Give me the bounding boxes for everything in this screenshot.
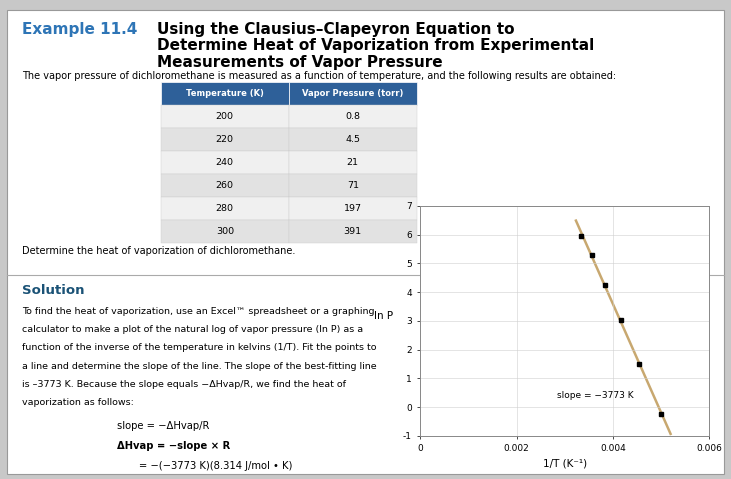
FancyBboxPatch shape (289, 220, 417, 243)
Text: 260: 260 (216, 182, 234, 190)
Text: 240: 240 (216, 159, 234, 167)
FancyBboxPatch shape (289, 128, 417, 151)
Text: Determine the heat of vaporization of dichloromethane.: Determine the heat of vaporization of di… (22, 246, 295, 256)
Text: Example 11.4: Example 11.4 (22, 22, 137, 36)
Text: Determine Heat of Vaporization from Experimental: Determine Heat of Vaporization from Expe… (157, 38, 594, 53)
FancyBboxPatch shape (289, 197, 417, 220)
Text: 200: 200 (216, 113, 234, 121)
Text: 197: 197 (344, 205, 362, 213)
Text: slope = −ΔHvap/R: slope = −ΔHvap/R (117, 421, 209, 431)
Text: Vapor Pressure (torr): Vapor Pressure (torr) (302, 90, 404, 98)
Y-axis label: ln P: ln P (374, 311, 393, 321)
FancyBboxPatch shape (289, 174, 417, 197)
Text: a line and determine the slope of the line. The slope of the best-fitting line: a line and determine the slope of the li… (22, 362, 376, 371)
Text: slope = −3773 K: slope = −3773 K (558, 391, 634, 400)
Text: 391: 391 (344, 228, 362, 236)
Text: 300: 300 (216, 228, 234, 236)
Text: = −(−3773 K)(8.314 J/mol • K): = −(−3773 K)(8.314 J/mol • K) (117, 461, 292, 471)
Text: function of the inverse of the temperature in kelvins (1/T). Fit the points to: function of the inverse of the temperatu… (22, 343, 376, 353)
FancyBboxPatch shape (161, 220, 289, 243)
FancyBboxPatch shape (161, 105, 289, 128)
Text: ΔHvap = −slope × R: ΔHvap = −slope × R (117, 441, 230, 451)
FancyBboxPatch shape (161, 197, 289, 220)
Text: 280: 280 (216, 205, 234, 213)
FancyBboxPatch shape (7, 10, 724, 474)
Text: calculator to make a plot of the natural log of vapor pressure (ln P) as a: calculator to make a plot of the natural… (22, 325, 363, 334)
Text: 71: 71 (346, 182, 359, 190)
FancyBboxPatch shape (289, 151, 417, 174)
Text: is –3773 K. Because the slope equals −ΔHvap/R, we find the heat of: is –3773 K. Because the slope equals −ΔH… (22, 380, 346, 389)
Text: Measurements of Vapor Pressure: Measurements of Vapor Pressure (157, 55, 443, 70)
Text: 220: 220 (216, 136, 234, 144)
Text: Using the Clausius–Clapeyron Equation to: Using the Clausius–Clapeyron Equation to (157, 22, 515, 36)
Text: 21: 21 (346, 159, 359, 167)
Text: To find the heat of vaporization, use an Excel™ spreadsheet or a graphing: To find the heat of vaporization, use an… (22, 307, 374, 316)
FancyBboxPatch shape (161, 151, 289, 174)
FancyBboxPatch shape (289, 82, 417, 105)
Text: Temperature (K): Temperature (K) (186, 90, 264, 98)
FancyBboxPatch shape (161, 174, 289, 197)
Text: 0.8: 0.8 (345, 113, 360, 121)
Text: 4.5: 4.5 (345, 136, 360, 144)
Text: vaporization as follows:: vaporization as follows: (22, 398, 134, 407)
FancyBboxPatch shape (161, 82, 289, 105)
X-axis label: 1/T (K⁻¹): 1/T (K⁻¹) (542, 459, 587, 469)
Text: Solution: Solution (22, 284, 84, 297)
Text: The vapor pressure of dichloromethane is measured as a function of temperature, : The vapor pressure of dichloromethane is… (22, 71, 616, 81)
FancyBboxPatch shape (161, 128, 289, 151)
FancyBboxPatch shape (289, 105, 417, 128)
